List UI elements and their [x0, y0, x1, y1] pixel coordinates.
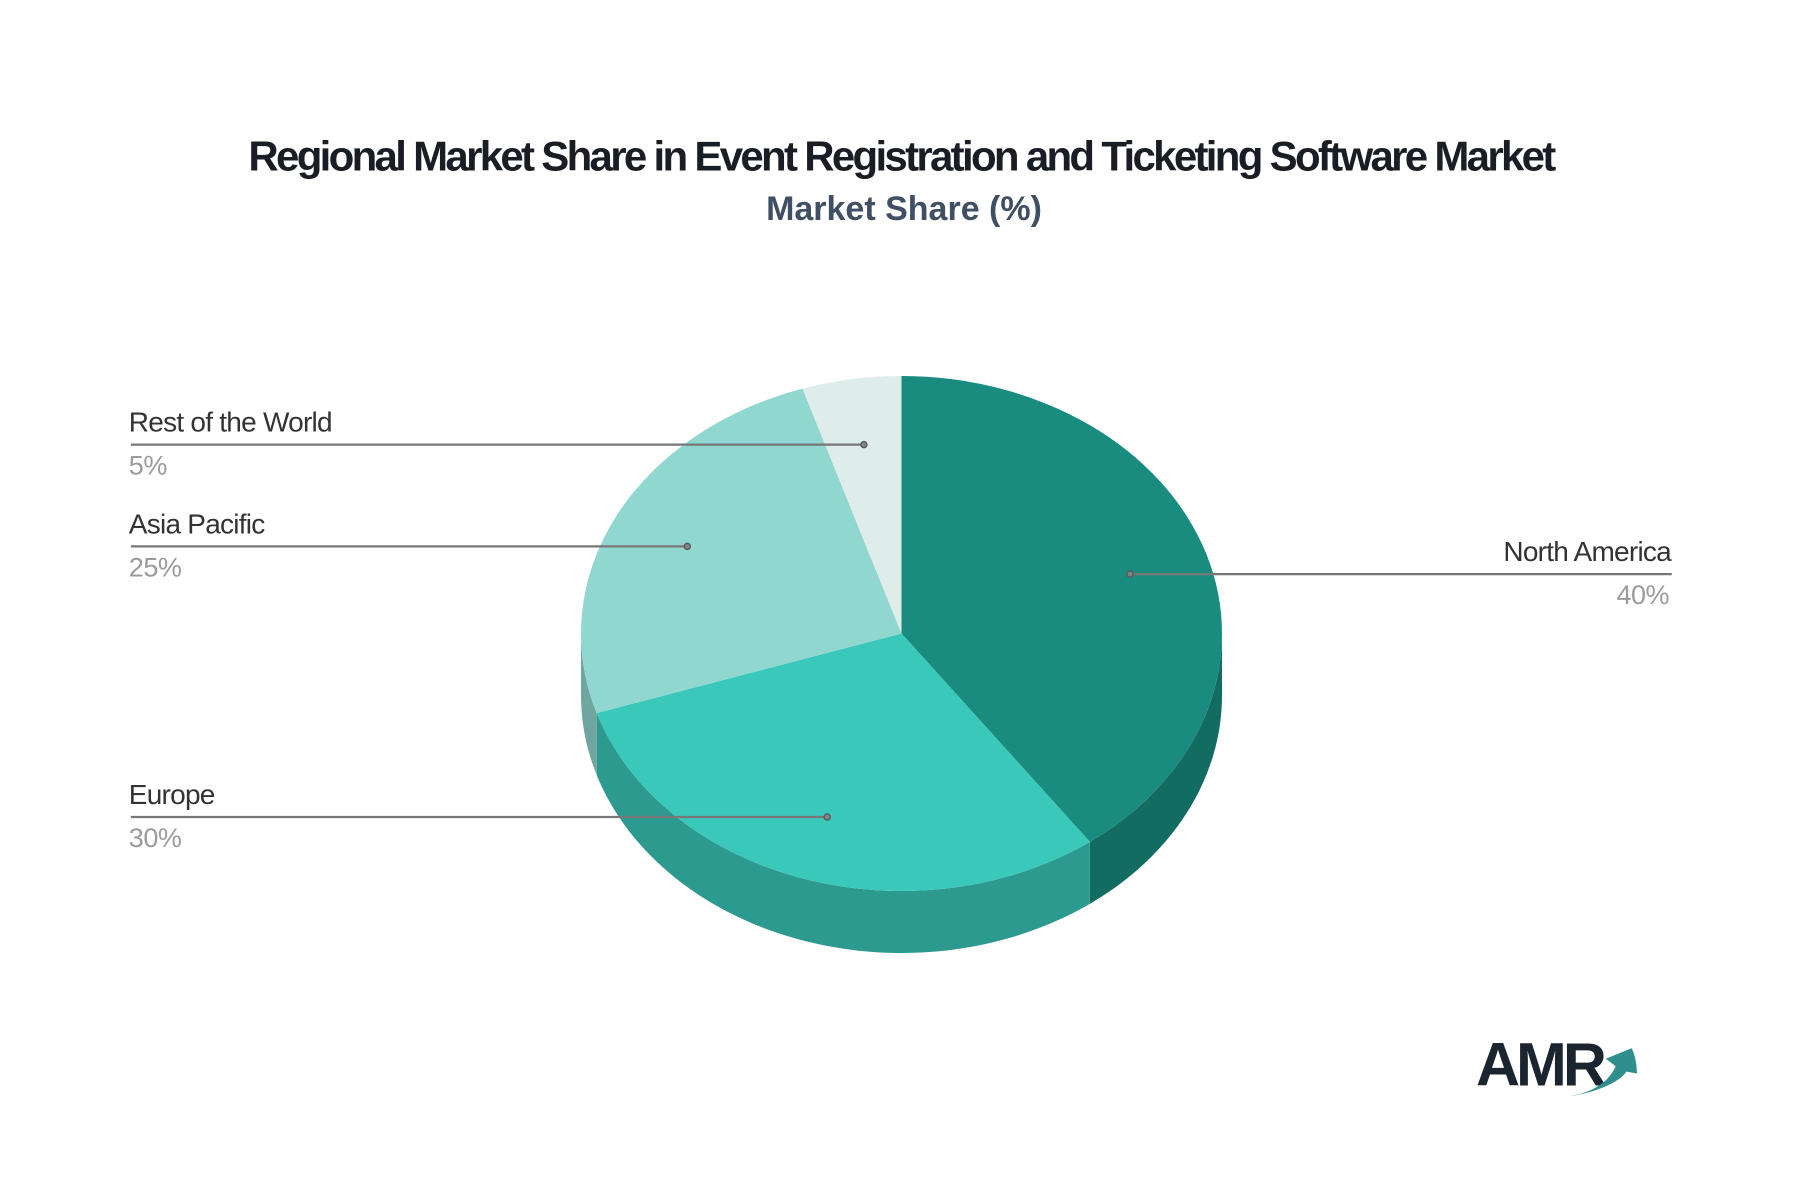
svg-text:Market Share (%): Market Share (%)	[766, 190, 1042, 228]
svg-text:Europe: Europe	[129, 779, 215, 810]
svg-text:Asia Pacific: Asia Pacific	[129, 508, 265, 539]
svg-text:30%: 30%	[129, 823, 182, 853]
svg-text:AMR: AMR	[1476, 1031, 1606, 1099]
svg-text:40%: 40%	[1616, 580, 1669, 610]
svg-text:Rest of the World: Rest of the World	[129, 407, 332, 438]
svg-text:25%: 25%	[129, 552, 182, 582]
svg-text:North America: North America	[1503, 536, 1672, 567]
svg-text:5%: 5%	[129, 451, 168, 481]
svg-text:Regional Market Share in Event: Regional Market Share in Event Registrat…	[248, 133, 1556, 180]
